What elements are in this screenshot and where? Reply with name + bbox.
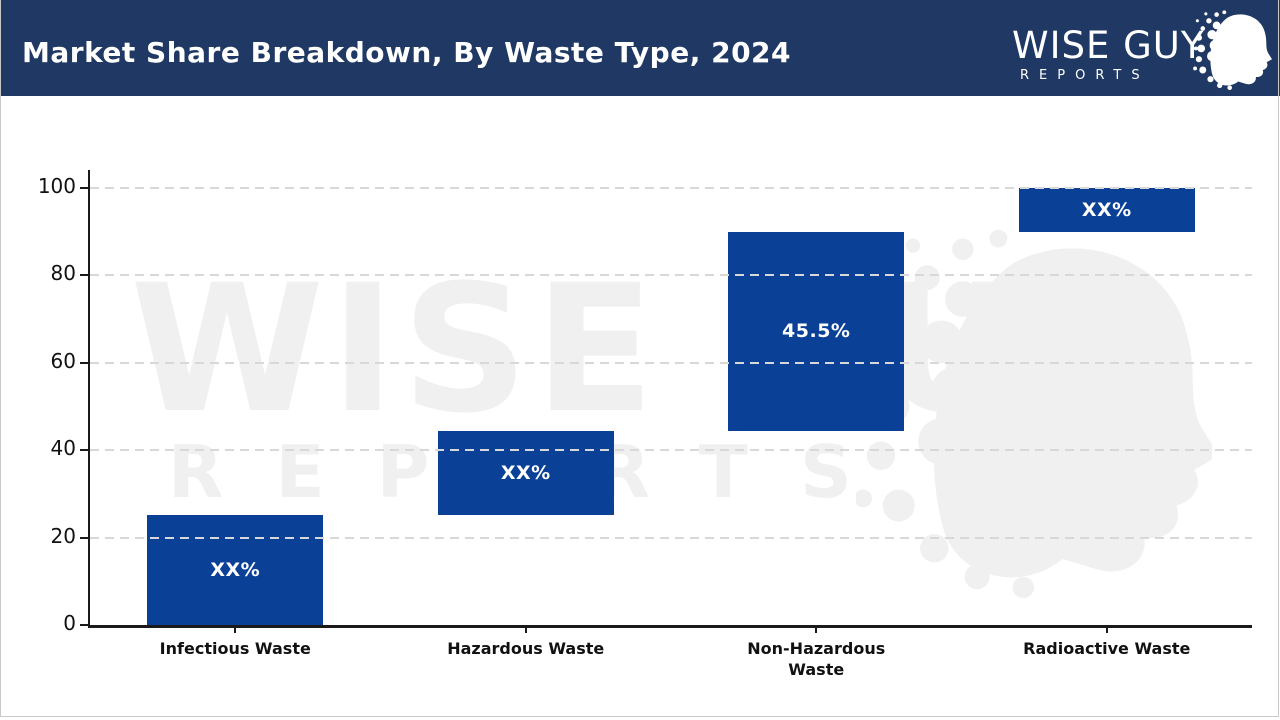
bar-value-label: XX% [1081, 198, 1132, 221]
y-tick-mark [80, 361, 88, 364]
bar-hazardous-waste: XX% [437, 430, 614, 515]
bar-radioactive-waste: XX% [1018, 187, 1195, 232]
y-tick-mark [80, 449, 88, 451]
page-title: Market Share Breakdown, By Waste Type, 2… [22, 36, 792, 69]
bar-value-label: 45.5% [782, 320, 851, 343]
y-axis-line [88, 170, 90, 628]
y-tick-label: 60 [50, 348, 76, 373]
gridline-20 [90, 536, 1252, 539]
category-label: Hazardous Waste [447, 639, 605, 658]
logo-wordmark: WISE GUY [1012, 24, 1205, 67]
watermark-face-icon [856, 229, 1212, 599]
y-tick-mark [80, 536, 88, 539]
bar-value-label: XX% [210, 558, 261, 581]
y-tick-mark [80, 274, 88, 276]
y-tick-label: 80 [50, 261, 76, 285]
bar-non-hazardous-waste: 45.5% [728, 231, 905, 431]
x-tick-mark [234, 625, 237, 633]
x-tick-mark [815, 625, 818, 633]
x-tick-mark [524, 625, 527, 633]
y-tick-mark [80, 186, 88, 189]
y-tick-label: 0 [63, 611, 76, 635]
bar-value-label: XX% [500, 461, 551, 484]
gridline-80 [90, 274, 1252, 276]
x-axis-line [88, 625, 1252, 628]
category-label: Radioactive Waste [1023, 639, 1191, 658]
gridline-60 [90, 361, 1252, 364]
bar-infectious-waste: XX% [147, 514, 324, 625]
y-tick-label: 100 [37, 173, 76, 198]
category-label: Infectious Waste [159, 639, 311, 658]
y-tick-label: 20 [50, 523, 76, 548]
category-label: Non-Hazardous Waste [747, 639, 886, 679]
header-banner: Market Share Breakdown, By Waste Type, 2… [0, 0, 1280, 96]
gridline-100 [90, 186, 1252, 189]
x-tick-mark [1105, 625, 1108, 633]
y-tick-label: 40 [50, 436, 76, 460]
y-tick-mark [80, 624, 88, 626]
gridline-40 [90, 449, 1252, 451]
wiseguy-logo: WISE GUY REPORTS [1012, 6, 1272, 92]
wiseguy-face-icon [1193, 10, 1272, 90]
logo-subtitle: REPORTS [1020, 68, 1150, 83]
